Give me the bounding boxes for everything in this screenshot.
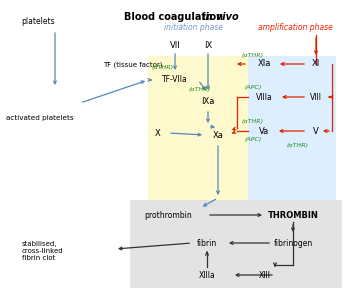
Text: VIII: VIII [310, 93, 322, 101]
Text: fibrin: fibrin [197, 239, 217, 248]
Text: VII: VII [170, 40, 180, 50]
Text: (APC): (APC) [244, 86, 262, 91]
Bar [248, 56, 336, 200]
Text: TF (tissue factor): TF (tissue factor) [103, 62, 162, 68]
Text: (αTHR): (αTHR) [152, 66, 174, 71]
Text: fibrinogen: fibrinogen [273, 239, 313, 248]
Text: IXa: IXa [201, 96, 215, 105]
Text: XIII: XIII [259, 270, 271, 280]
Text: VIIIa: VIIIa [256, 93, 272, 101]
Text: (αTHR): (αTHR) [287, 142, 309, 147]
Text: amplification phase: amplification phase [258, 23, 332, 32]
Text: TF-VIIa: TF-VIIa [162, 76, 188, 84]
Text: THROMBIN: THROMBIN [267, 210, 318, 219]
Text: Xa: Xa [212, 130, 223, 139]
Bar [148, 56, 248, 200]
Text: initiation phase: initiation phase [163, 23, 223, 32]
Text: stabilised,
cross-linked
fibrin clot: stabilised, cross-linked fibrin clot [22, 241, 64, 261]
Text: prothrombin: prothrombin [144, 210, 192, 219]
Text: in vivo: in vivo [111, 12, 239, 22]
Text: XIIIa: XIIIa [199, 270, 215, 280]
Text: XIa: XIa [257, 59, 271, 69]
Text: X: X [155, 129, 161, 137]
Text: Blood coagulation: Blood coagulation [124, 12, 226, 22]
Text: (αTHR): (αTHR) [242, 52, 264, 57]
Text: (APC): (APC) [244, 137, 262, 142]
Text: Va: Va [259, 127, 269, 135]
Text: V: V [313, 127, 319, 135]
Text: XI: XI [312, 59, 320, 69]
Text: activated platelets: activated platelets [6, 115, 74, 121]
Bar [130, 200, 342, 288]
Text: (αTHR): (αTHR) [242, 120, 264, 125]
Text: platelets: platelets [21, 16, 55, 25]
Text: IX: IX [204, 40, 212, 50]
Text: (αTHR): (αTHR) [189, 88, 211, 93]
